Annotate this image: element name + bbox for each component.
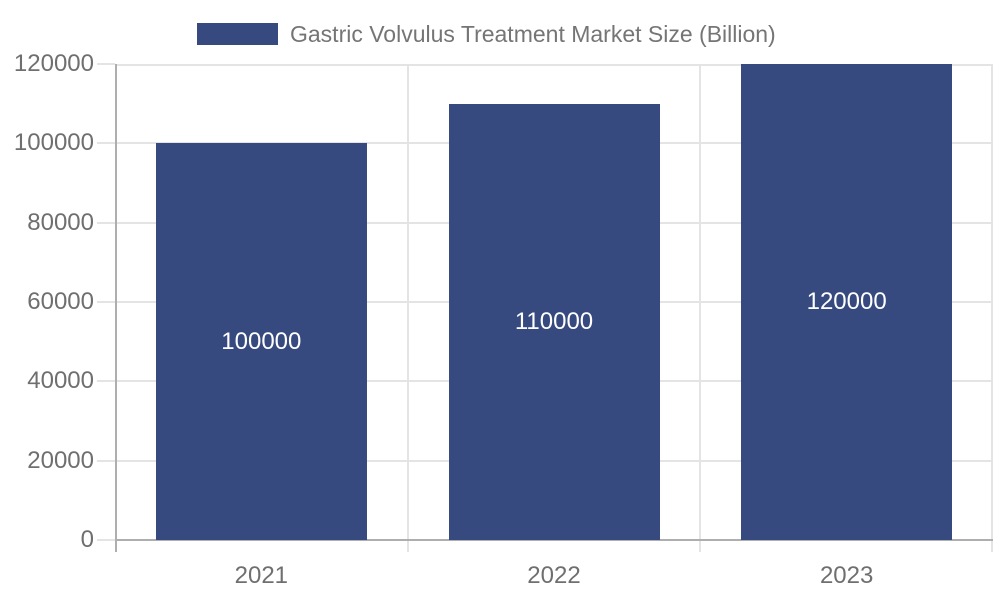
y-axis-tick: [97, 142, 115, 145]
v-gridline: [407, 64, 409, 540]
y-axis-tick-label: 100000: [13, 129, 94, 157]
h-gridline: [115, 64, 993, 66]
y-axis-tick-label: 20000: [27, 446, 94, 474]
legend-label: Gastric Volvulus Treatment Market Size (…: [290, 21, 776, 47]
y-axis-tick-label: 60000: [27, 288, 94, 315]
x-axis-line: [115, 539, 993, 541]
plot-area: 100000 110000 120000: [97, 63, 993, 552]
legend-item[interactable]: Gastric Volvulus Treatment Market Size (…: [197, 21, 776, 47]
y-axis-line: [115, 64, 117, 552]
y-axis-tick: [97, 459, 115, 462]
x-axis-tick: [407, 540, 409, 552]
y-axis-tick: [97, 301, 115, 303]
v-gridline: [699, 64, 701, 540]
x-axis-tick-label: 2021: [234, 562, 289, 589]
x-axis-tick-label: 2022: [527, 562, 581, 589]
x-axis-tick: [699, 540, 701, 552]
bar-2021[interactable]: [155, 143, 367, 540]
y-axis-tick: [97, 380, 115, 383]
y-axis-tick: [97, 63, 115, 65]
plot-right-border: [991, 64, 993, 540]
y-axis-tick: [97, 539, 115, 541]
y-axis-tick: [97, 221, 115, 224]
y-axis-tick-label: 40000: [27, 367, 94, 395]
bar-2023[interactable]: [741, 64, 953, 540]
y-axis-tick-label: 0: [80, 526, 94, 553]
x-axis-tick-label: 2023: [819, 562, 874, 589]
x-axis-tick: [991, 540, 993, 552]
y-axis-tick-label: 80000: [27, 208, 94, 236]
y-axis-tick-label: 120000: [13, 50, 94, 77]
bar-2022[interactable]: [448, 103, 660, 540]
legend-swatch: [197, 23, 278, 45]
